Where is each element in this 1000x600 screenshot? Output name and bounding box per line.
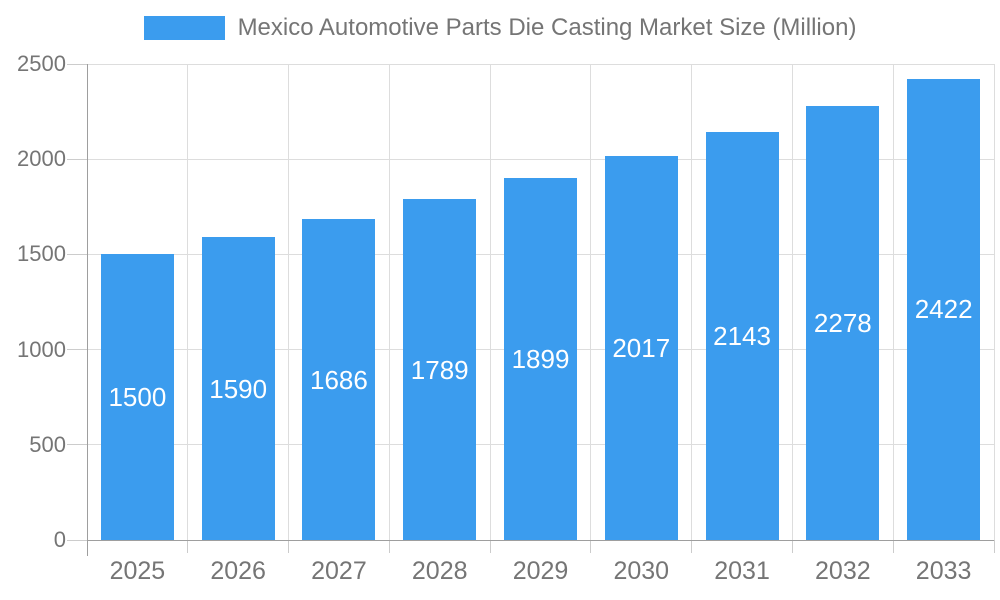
x-tick: [791, 540, 793, 553]
bar-value-label: 1789: [410, 354, 469, 385]
bar-value-label: 2143: [713, 320, 771, 351]
gridline-vertical: [791, 64, 793, 540]
x-tick: [590, 540, 592, 553]
x-axis-label: 2028: [411, 557, 468, 585]
y-tick: [67, 349, 87, 351]
legend-label: Mexico Automotive Parts Die Casting Mark…: [237, 14, 857, 41]
x-axis-label: 2025: [109, 557, 166, 585]
y-axis-label: 1000: [17, 336, 66, 362]
x-tick: [993, 540, 995, 553]
gridline-vertical: [691, 64, 693, 540]
y-tick: [67, 444, 87, 446]
y-axis-label: 0: [53, 527, 66, 552]
gridline-vertical: [288, 64, 290, 540]
y-axis-label: 500: [29, 431, 66, 457]
y-tick: [67, 63, 87, 65]
y-axis-label: 2000: [17, 146, 66, 172]
x-tick: [187, 540, 189, 553]
x-axis-label: 2027: [311, 557, 367, 585]
bar[interactable]: 1500: [100, 254, 174, 540]
y-tick: [67, 253, 87, 255]
bar-value-label: 2017: [612, 332, 671, 363]
x-axis-line: [87, 539, 994, 541]
y-axis-label: 1500: [17, 241, 66, 267]
bar-value-label: 2278: [813, 308, 872, 339]
bar-value-label: 1899: [511, 344, 570, 375]
bar[interactable]: 1686: [302, 219, 376, 540]
gridline-horizontal: [87, 158, 994, 160]
gridline-horizontal: [87, 63, 994, 65]
x-axis-label: 2032: [815, 557, 871, 585]
y-tick: [67, 539, 87, 541]
gridline-vertical: [388, 64, 390, 540]
x-tick: [388, 540, 390, 553]
legend[interactable]: Mexico Automotive Parts Die Casting Mark…: [0, 14, 1000, 42]
gridline-vertical: [892, 64, 894, 540]
x-axis-label: 2029: [512, 557, 569, 585]
x-axis-label: 2031: [714, 557, 770, 585]
bar[interactable]: 2143: [705, 131, 779, 540]
x-axis-label: 2026: [210, 557, 266, 585]
gridline-vertical: [993, 64, 995, 540]
x-tick: [892, 540, 894, 553]
bar[interactable]: 2422: [907, 78, 981, 540]
y-axis-label: 2500: [17, 51, 66, 76]
x-axis-label: 2033: [915, 557, 972, 585]
bar[interactable]: 1590: [201, 237, 275, 540]
bar[interactable]: 2017: [604, 155, 678, 540]
x-axis-label: 2030: [613, 557, 670, 585]
bar-value-label: 1686: [310, 364, 368, 395]
bar-value-label: 1590: [209, 373, 268, 404]
x-tick: [489, 540, 491, 553]
x-tick: [288, 540, 290, 553]
bar-value-label: 1500: [108, 382, 167, 413]
bar[interactable]: 1789: [403, 199, 477, 540]
plot-area: 0 500 1000 1500 2000 2500 1500 2025 1590 2026 1686…: [17, 53, 995, 584]
gridline-vertical: [187, 64, 189, 540]
legend-swatch-icon: [143, 16, 225, 40]
gridline-vertical: [489, 64, 491, 540]
bar-value-label: 2422: [914, 294, 973, 325]
x-tick: [691, 540, 693, 553]
y-tick: [67, 158, 87, 160]
bar[interactable]: 1899: [504, 178, 577, 540]
y-axis-line: [86, 64, 88, 556]
gridline-vertical: [590, 64, 592, 540]
bar[interactable]: 2278: [806, 106, 880, 540]
